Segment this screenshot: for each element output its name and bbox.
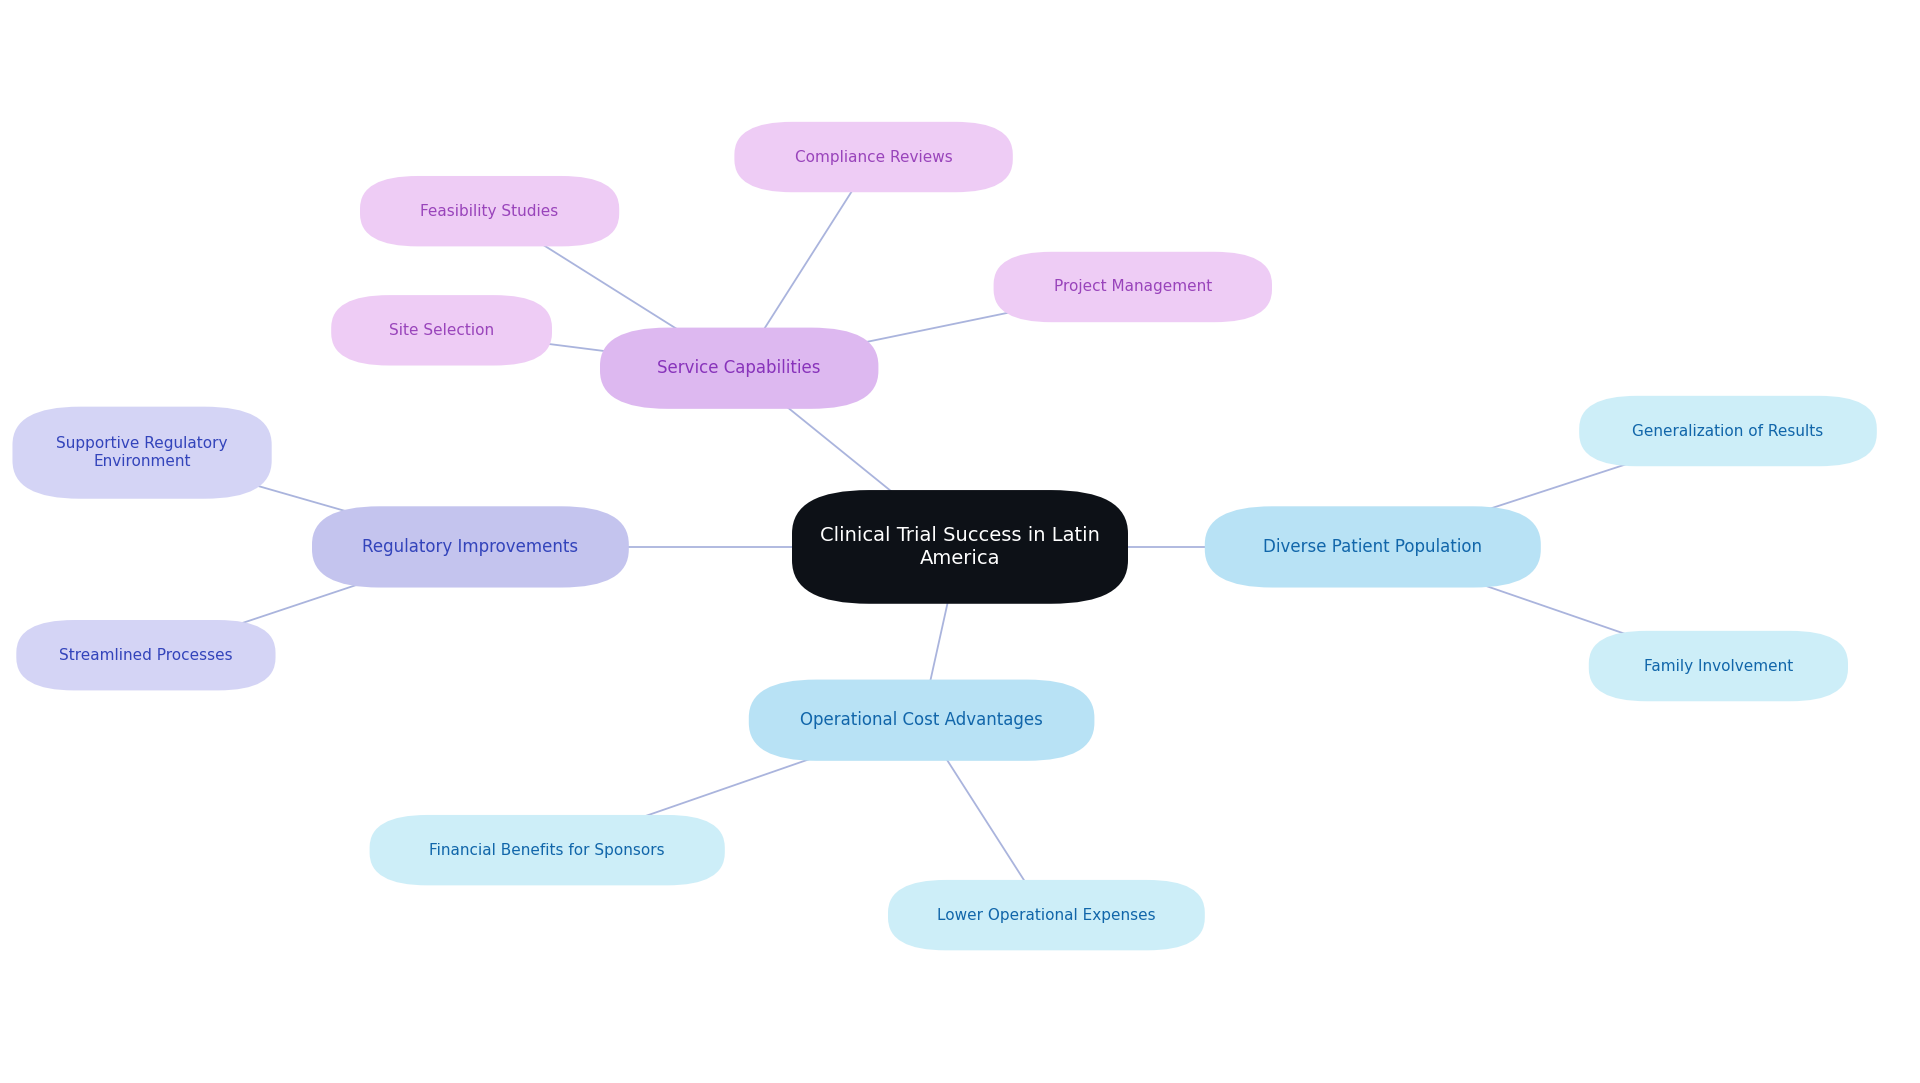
FancyBboxPatch shape [311,507,630,587]
Text: Clinical Trial Success in Latin
America: Clinical Trial Success in Latin America [820,525,1100,569]
Text: Compliance Reviews: Compliance Reviews [795,149,952,165]
FancyBboxPatch shape [1578,395,1878,466]
FancyBboxPatch shape [599,327,879,409]
FancyBboxPatch shape [369,814,724,886]
FancyBboxPatch shape [887,879,1206,951]
Text: Financial Benefits for Sponsors: Financial Benefits for Sponsors [430,843,664,858]
Text: Generalization of Results: Generalization of Results [1632,423,1824,439]
Text: Feasibility Studies: Feasibility Studies [420,204,559,219]
Text: Streamlined Processes: Streamlined Processes [60,648,232,663]
FancyBboxPatch shape [733,122,1014,193]
FancyBboxPatch shape [995,251,1271,323]
FancyBboxPatch shape [791,490,1127,604]
FancyBboxPatch shape [332,295,553,366]
FancyBboxPatch shape [1206,507,1540,587]
Text: Family Involvement: Family Involvement [1644,658,1793,674]
Text: Lower Operational Expenses: Lower Operational Expenses [937,908,1156,923]
FancyBboxPatch shape [749,680,1094,760]
Text: Site Selection: Site Selection [390,323,493,338]
Text: Diverse Patient Population: Diverse Patient Population [1263,538,1482,556]
Text: Supportive Regulatory
Environment: Supportive Regulatory Environment [56,435,228,470]
FancyBboxPatch shape [1590,630,1847,702]
Text: Project Management: Project Management [1054,279,1212,295]
Text: Regulatory Improvements: Regulatory Improvements [363,538,578,556]
FancyBboxPatch shape [12,407,273,498]
FancyBboxPatch shape [361,175,618,246]
Text: Service Capabilities: Service Capabilities [657,360,822,377]
Text: Operational Cost Advantages: Operational Cost Advantages [801,712,1043,729]
FancyBboxPatch shape [15,619,276,691]
